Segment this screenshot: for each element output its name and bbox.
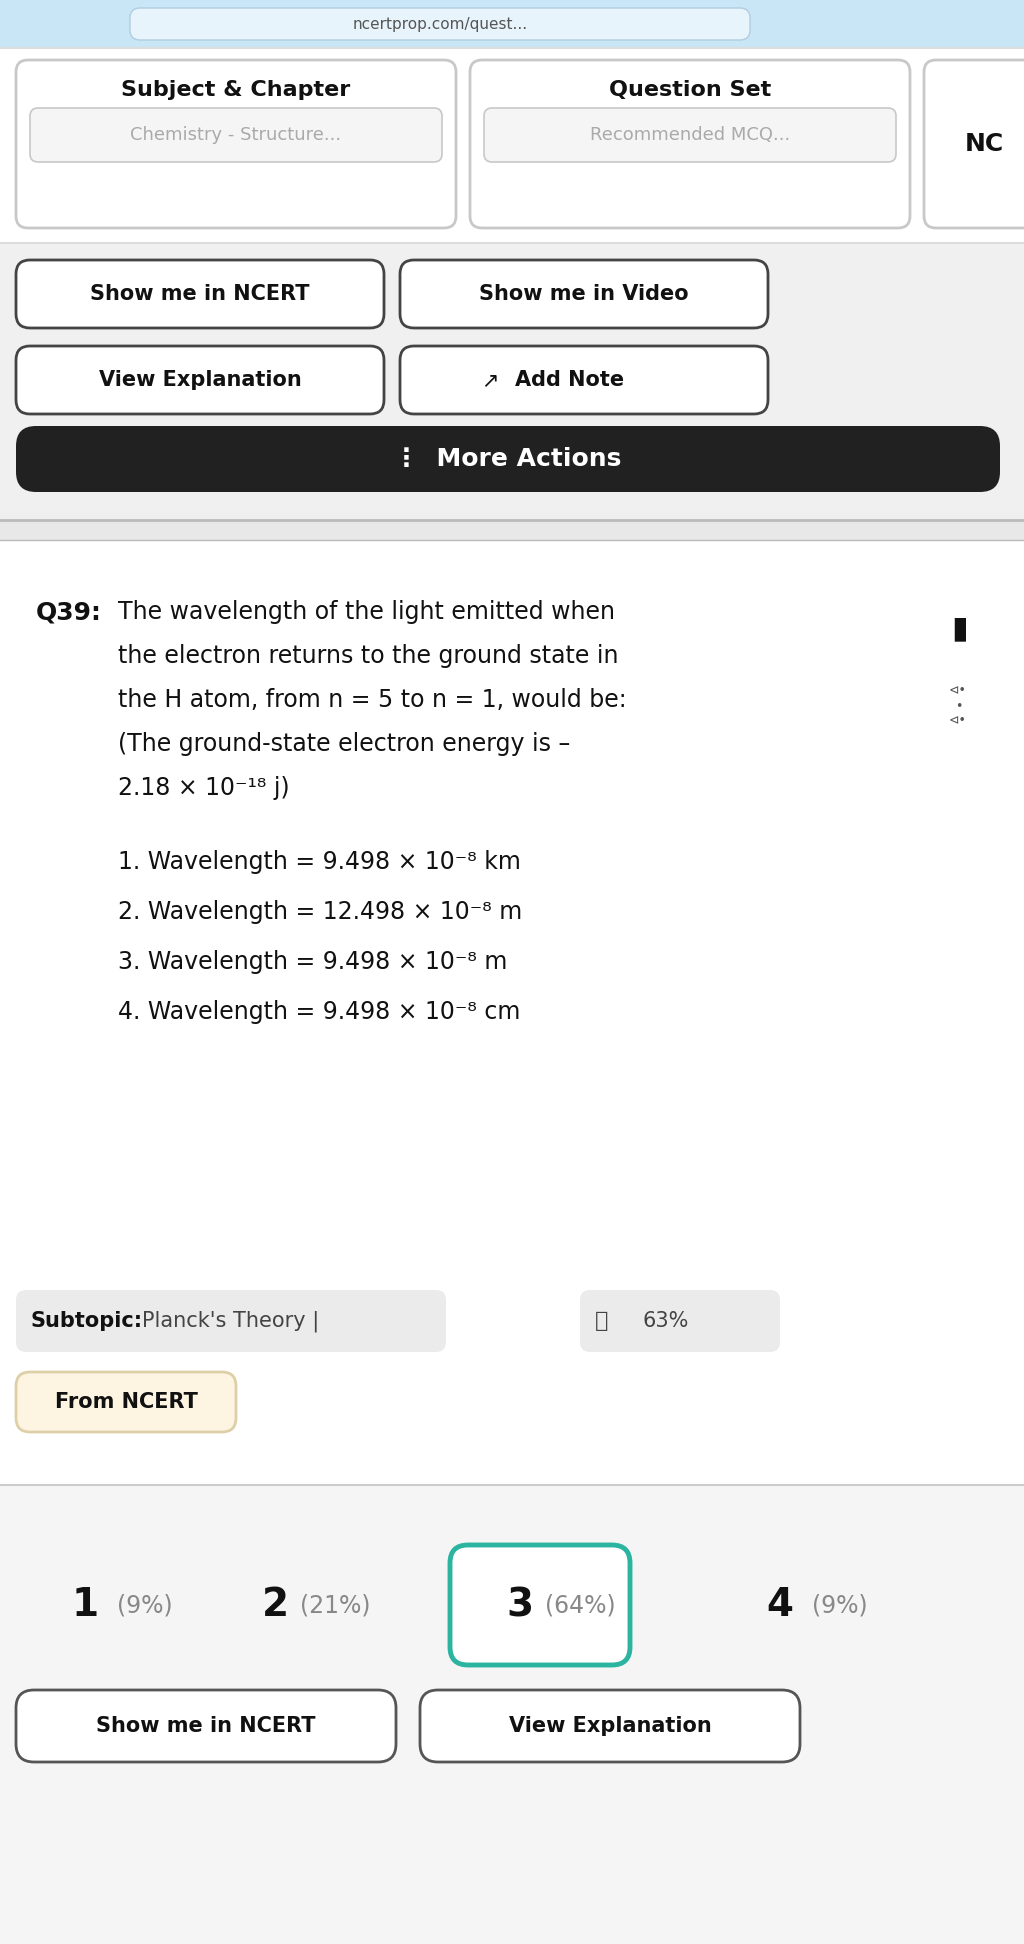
FancyBboxPatch shape (16, 260, 384, 329)
FancyBboxPatch shape (16, 346, 384, 414)
Text: the H atom, from n = 5 to n = 1, would be:: the H atom, from n = 5 to n = 1, would b… (118, 688, 627, 712)
Text: the electron returns to the ground state in: the electron returns to the ground state… (118, 643, 618, 669)
Text: 2.18 × 10⁻¹⁸ j): 2.18 × 10⁻¹⁸ j) (118, 776, 290, 801)
FancyBboxPatch shape (580, 1291, 780, 1351)
FancyBboxPatch shape (924, 60, 1024, 227)
Text: ⋮  More Actions: ⋮ More Actions (394, 447, 622, 470)
Text: (9%): (9%) (812, 1592, 867, 1617)
Text: (9%): (9%) (117, 1592, 173, 1617)
FancyBboxPatch shape (0, 540, 1024, 1409)
Text: ↗: ↗ (481, 369, 499, 391)
FancyBboxPatch shape (0, 0, 1024, 49)
Text: Subtopic:: Subtopic: (30, 1310, 142, 1332)
Text: 4. Wavelength = 9.498 × 10⁻⁸ cm: 4. Wavelength = 9.498 × 10⁻⁸ cm (118, 999, 520, 1024)
Text: Planck's Theory |: Planck's Theory | (142, 1310, 319, 1332)
Text: 👍: 👍 (595, 1310, 608, 1332)
Text: Chemistry - Structure...: Chemistry - Structure... (130, 126, 342, 144)
FancyBboxPatch shape (420, 1689, 800, 1761)
FancyBboxPatch shape (0, 519, 1024, 540)
FancyBboxPatch shape (16, 60, 456, 227)
Text: 3. Wavelength = 9.498 × 10⁻⁸ m: 3. Wavelength = 9.498 × 10⁻⁸ m (118, 951, 507, 974)
Text: View Explanation: View Explanation (98, 369, 301, 391)
FancyBboxPatch shape (0, 1781, 1024, 1944)
Text: ⊲•
 •
⊲•: ⊲• • ⊲• (949, 684, 967, 727)
FancyBboxPatch shape (16, 1689, 396, 1761)
Text: 1. Wavelength = 9.498 × 10⁻⁸ km: 1. Wavelength = 9.498 × 10⁻⁸ km (118, 850, 521, 875)
FancyBboxPatch shape (16, 426, 1000, 492)
Text: Recommended MCQ...: Recommended MCQ... (590, 126, 791, 144)
Text: (64%): (64%) (545, 1592, 615, 1617)
FancyBboxPatch shape (400, 260, 768, 329)
Text: The wavelength of the light emitted when: The wavelength of the light emitted when (118, 601, 615, 624)
FancyBboxPatch shape (16, 1372, 236, 1433)
FancyBboxPatch shape (400, 346, 768, 414)
FancyBboxPatch shape (470, 60, 910, 227)
Text: 1: 1 (72, 1586, 98, 1623)
Text: From NCERT: From NCERT (54, 1392, 198, 1411)
Text: 4: 4 (767, 1586, 794, 1623)
FancyBboxPatch shape (450, 1545, 630, 1664)
FancyBboxPatch shape (30, 109, 442, 161)
Text: Show me in Video: Show me in Video (479, 284, 689, 303)
FancyBboxPatch shape (0, 243, 1024, 513)
FancyBboxPatch shape (0, 1680, 1024, 1800)
Text: Q39:: Q39: (36, 601, 101, 624)
Text: Question Set: Question Set (609, 80, 771, 99)
FancyBboxPatch shape (0, 1279, 1024, 1501)
FancyBboxPatch shape (484, 109, 896, 161)
Text: (The ground-state electron energy is –: (The ground-state electron energy is – (118, 733, 570, 756)
Text: Show me in NCERT: Show me in NCERT (90, 284, 309, 303)
FancyBboxPatch shape (130, 8, 750, 41)
Text: ▮: ▮ (951, 614, 969, 643)
Text: 2. Wavelength = 12.498 × 10⁻⁸ m: 2. Wavelength = 12.498 × 10⁻⁸ m (118, 900, 522, 923)
Text: View Explanation: View Explanation (509, 1717, 712, 1736)
FancyBboxPatch shape (0, 1485, 1024, 1794)
Text: ncertprop.com/quest...: ncertprop.com/quest... (352, 16, 527, 31)
Text: 2: 2 (261, 1586, 289, 1623)
FancyBboxPatch shape (16, 1291, 446, 1351)
Text: (21%): (21%) (300, 1592, 371, 1617)
Text: 63%: 63% (642, 1310, 688, 1332)
Text: 3: 3 (507, 1586, 534, 1623)
Text: Add Note: Add Note (515, 369, 625, 391)
Text: Subject & Chapter: Subject & Chapter (122, 80, 350, 99)
Text: Show me in NCERT: Show me in NCERT (96, 1717, 315, 1736)
FancyBboxPatch shape (0, 49, 1024, 243)
Text: NC: NC (965, 132, 1004, 156)
